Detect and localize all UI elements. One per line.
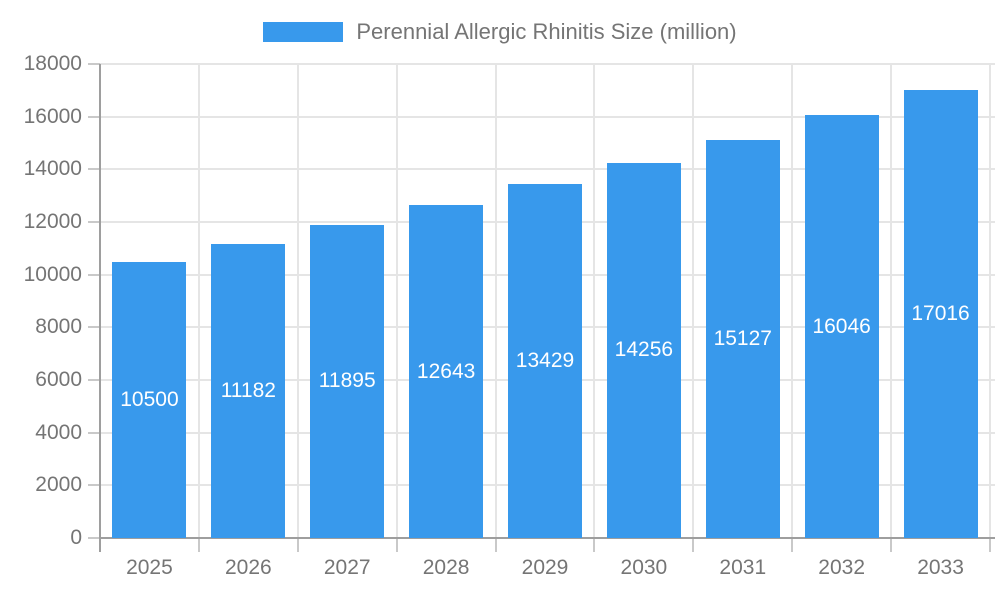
x-axis-label: 2031 [719, 556, 767, 579]
legend: Perennial Allergic Rhinitis Size (millio… [0, 12, 1000, 52]
x-axis-label: 2025 [126, 556, 173, 579]
x-axis-label: 2027 [323, 556, 371, 579]
x-axis-label: 2030 [620, 556, 668, 579]
x-axis-tick [890, 538, 893, 552]
x-axis-label: 2026 [224, 556, 272, 579]
bar-value-label: 12643 [416, 359, 476, 383]
y-axis-label: 6000 [35, 368, 82, 391]
y-axis-label: 16000 [23, 104, 82, 128]
x-axis-label: 2029 [521, 556, 569, 579]
y-axis-tick [88, 326, 100, 329]
gridline-vertical [395, 64, 398, 538]
x-axis-label: 2032 [818, 556, 866, 579]
bar-value-label: 13429 [515, 349, 575, 373]
gridline-horizontal [100, 168, 995, 171]
x-axis-tick [494, 538, 497, 552]
y-axis-tick [88, 379, 100, 381]
y-axis-tick [88, 115, 100, 118]
y-axis-label: 2000 [35, 473, 82, 497]
gridline-horizontal [100, 63, 995, 65]
bar: 11182 [211, 243, 286, 538]
y-axis-tick [88, 537, 100, 539]
bar: 10500 [112, 261, 187, 538]
y-axis-label: 14000 [23, 157, 82, 181]
x-axis-line [99, 537, 995, 539]
bar: 12643 [409, 205, 484, 538]
y-axis-label: 0 [70, 526, 82, 549]
bar: 11895 [310, 224, 385, 538]
x-axis-tick [296, 538, 299, 552]
y-axis-tick [88, 484, 100, 487]
y-axis-tick [88, 168, 100, 171]
gridline-vertical [989, 64, 991, 538]
bar-value-label: 15127 [713, 326, 772, 350]
gridline-vertical [593, 64, 596, 538]
legend-swatch [263, 22, 344, 42]
x-axis-tick [989, 538, 991, 552]
bar: 15127 [705, 139, 780, 538]
bar-value-label: 14256 [614, 338, 674, 362]
gridline-vertical [890, 64, 893, 538]
y-axis-label: 10000 [23, 262, 82, 286]
y-axis-label: 8000 [35, 315, 82, 339]
y-axis-tick [88, 63, 100, 65]
bar-value-label: 10500 [120, 387, 179, 411]
x-axis-tick [692, 538, 695, 552]
y-axis-label: 12000 [23, 210, 82, 233]
bar: 16046 [804, 115, 879, 538]
x-axis-tick [99, 538, 101, 552]
gridline-vertical [197, 64, 200, 538]
gridline-vertical [791, 64, 794, 538]
legend-label: Perennial Allergic Rhinitis Size (millio… [356, 19, 737, 44]
bar-value-label: 11182 [220, 378, 276, 402]
y-axis-tick [88, 273, 100, 276]
x-axis-label: 2028 [422, 556, 470, 579]
bar: 13429 [508, 184, 582, 538]
x-axis-label: 2033 [917, 556, 964, 579]
bar-value-label: 16046 [812, 314, 871, 338]
bar: 17016 [903, 89, 978, 538]
x-axis-tick [395, 538, 398, 552]
x-axis-tick [791, 538, 794, 552]
y-axis-label: 4000 [35, 420, 82, 444]
y-axis-label: 18000 [23, 52, 82, 75]
x-axis-tick [593, 538, 596, 552]
gridline-vertical [296, 64, 299, 538]
gridline-vertical [692, 64, 695, 538]
bar-value-label: 17016 [911, 301, 970, 325]
y-axis-tick [88, 221, 100, 223]
x-axis-tick [197, 538, 200, 552]
gridline-horizontal [100, 115, 995, 118]
bar: 14256 [606, 162, 681, 538]
y-axis-tick [88, 431, 100, 434]
y-axis-line [99, 64, 101, 538]
bar-value-label: 11895 [318, 369, 376, 393]
gridline-vertical [494, 64, 497, 538]
